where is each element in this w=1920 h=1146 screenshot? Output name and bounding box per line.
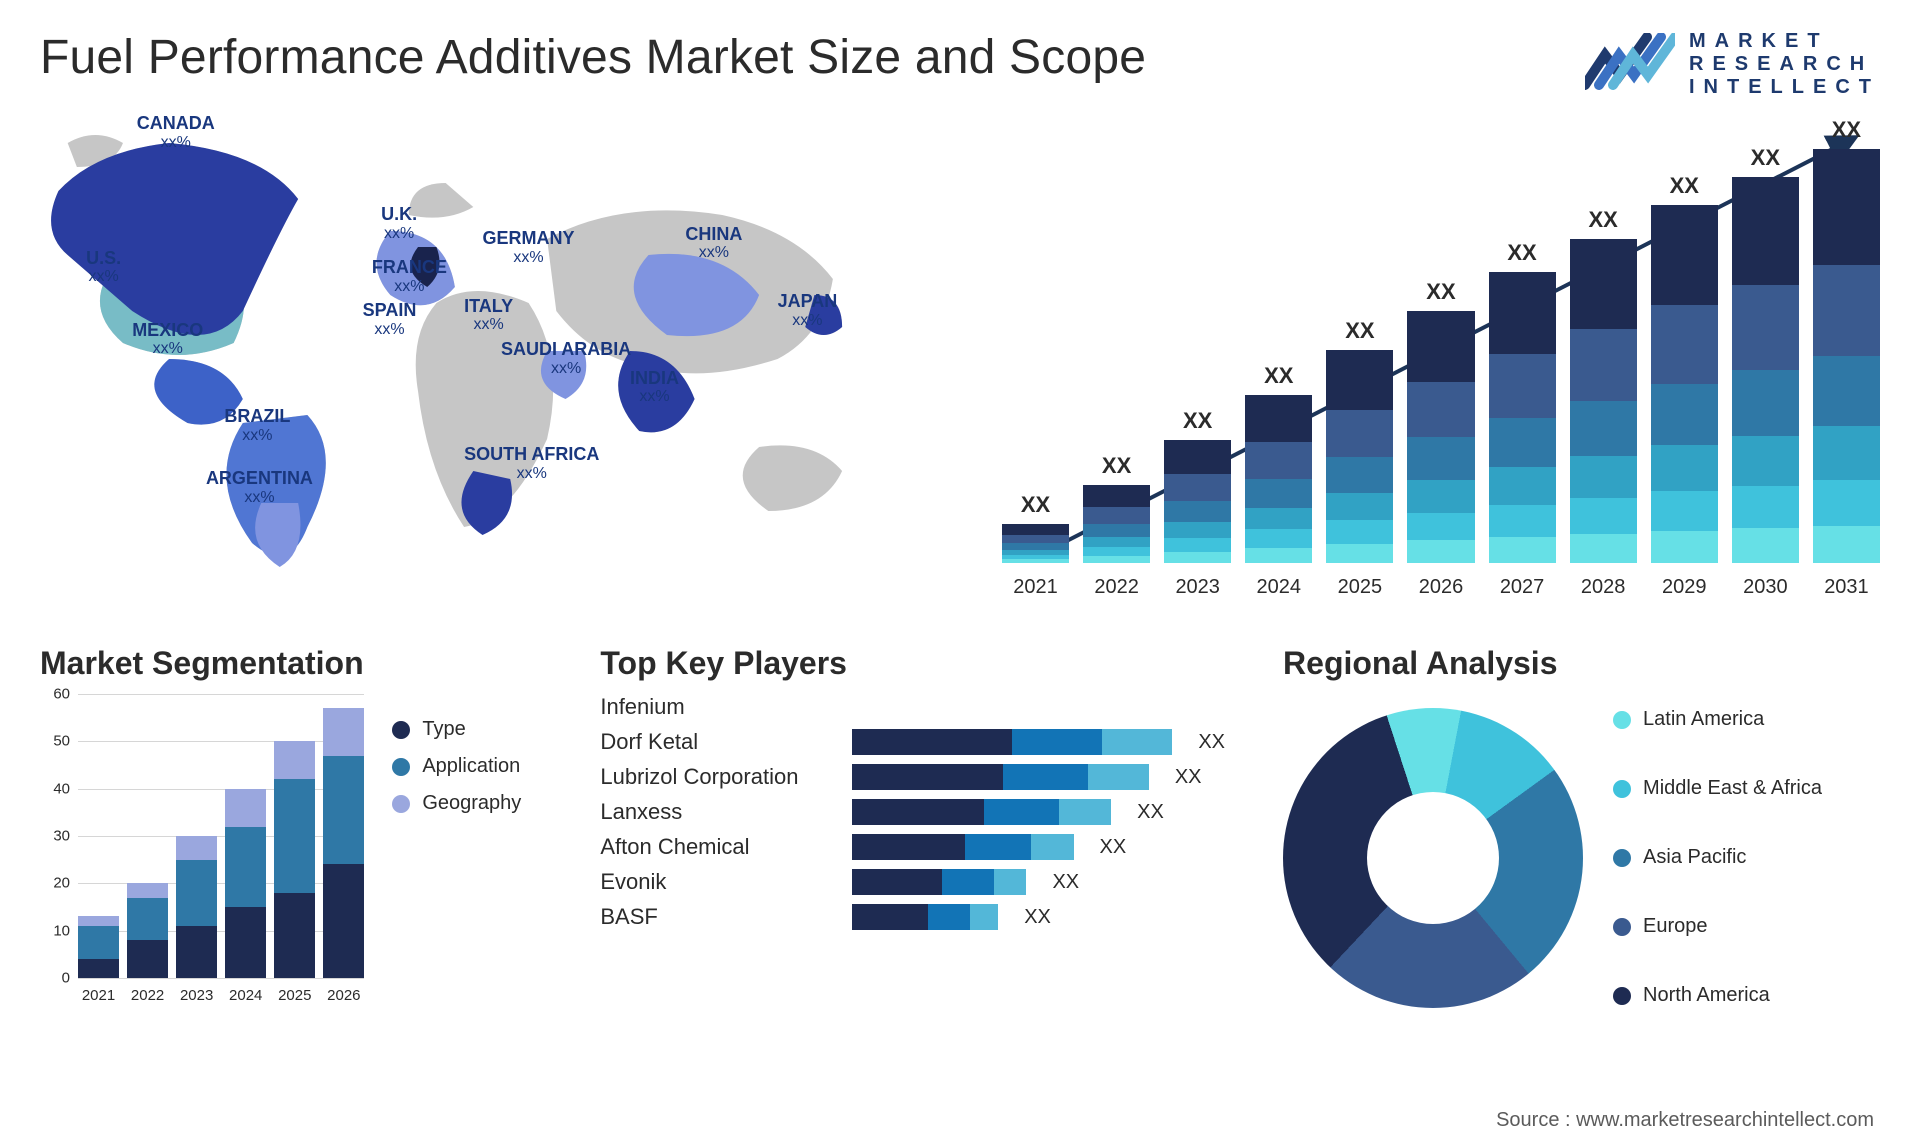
year-axis-label: 2027 [1489,576,1556,599]
year-axis-label: 2023 [1164,576,1231,599]
map-label: CHINAxx% [685,225,742,262]
year-axis-label: 2025 [1326,576,1393,599]
map-label: FRANCExx% [372,258,447,295]
market-size-bar: XX [1083,485,1150,563]
world-map-panel: CANADAxx%U.S.xx%MEXICOxx%BRAZILxx%ARGENT… [40,119,962,599]
year-axis-label: 2022 [1083,576,1150,599]
segmentation-panel: Market Segmentation 01020304050602021202… [40,645,562,1021]
segmentation-bar [127,883,168,978]
map-label: SOUTH AFRICAxx% [464,445,599,482]
market-size-bar: XX [1732,177,1799,563]
bar-value-label: XX [1002,492,1069,518]
legend-item: Type [392,718,562,741]
regional-title: Regional Analysis [1283,645,1880,682]
map-label: GERMANYxx% [483,229,575,266]
logo-line-3: INTELLECT [1689,76,1880,99]
bar-value-label: XX [1651,173,1718,199]
segmentation-chart: 0102030405060202120222023202420252026 [40,694,364,1004]
key-player-row: BASFXX [600,904,1225,930]
map-label: MEXICOxx% [132,321,203,358]
map-label: U.K.xx% [381,205,417,242]
top-row: CANADAxx%U.S.xx%MEXICOxx%BRAZILxx%ARGENT… [40,119,1880,599]
source-attribution: Source : www.marketresearchintellect.com [1496,1109,1874,1132]
key-players-title: Top Key Players [600,645,1245,682]
bottom-row: Market Segmentation 01020304050602021202… [40,645,1880,1021]
key-player-row: Dorf KetalXX [600,729,1225,755]
segmentation-bar [78,916,119,978]
bar-value-label: XX [1245,363,1312,389]
market-size-bar: XX [1407,311,1474,563]
market-size-bar: XX [1813,149,1880,563]
bar-value-label: XX [1570,207,1637,233]
year-axis-label: 2026 [1407,576,1474,599]
logo-line-2: RESEARCH [1689,53,1880,76]
bar-value-label: XX [1407,279,1474,305]
map-label: ITALYxx% [464,297,513,334]
legend-item: Application [392,755,562,778]
map-label: SAUDI ARABIAxx% [501,340,631,377]
bar-value-label: XX [1326,318,1393,344]
map-label: INDIAxx% [630,369,679,406]
market-size-bar: XX [1651,205,1718,563]
map-label: SPAINxx% [363,301,417,338]
legend-item: Middle East & Africa [1613,777,1822,800]
logo-mark-icon [1585,33,1675,97]
market-size-bar: XX [1002,524,1069,563]
map-label: U.S.xx% [86,249,121,286]
key-player-row: LanxessXX [600,799,1225,825]
key-player-row: Afton ChemicalXX [600,834,1225,860]
bar-value-label: XX [1083,453,1150,479]
bar-value-label: XX [1813,117,1880,143]
map-label: ARGENTINAxx% [206,469,313,506]
map-label: JAPANxx% [778,292,838,329]
market-size-bar: XX [1326,350,1393,563]
bar-value-label: XX [1164,408,1231,434]
year-axis-label: 2024 [1245,576,1312,599]
key-players-list: Infenium Dorf KetalXX Lubrizol Corporation… [600,694,1245,930]
year-axis-label: 2031 [1813,576,1880,599]
segmentation-title: Market Segmentation [40,645,562,682]
brand-logo: MARKET RESEARCH INTELLECT [1585,30,1880,99]
header: Fuel Performance Additives Market Size a… [40,30,1880,99]
legend-item: Asia Pacific [1613,846,1822,869]
regional-legend: Latin America Middle East & Africa Asia Pa… [1613,694,1822,1021]
market-size-bar: XX [1245,395,1312,563]
segmentation-bar [274,741,315,978]
market-size-bar: XX [1570,239,1637,563]
market-size-bar: XX [1489,272,1556,563]
legend-item: Latin America [1613,708,1822,731]
bar-value-label: XX [1489,240,1556,266]
map-label: BRAZILxx% [224,407,290,444]
map-label: CANADAxx% [137,114,215,151]
segmentation-bar [225,789,266,978]
bar-value-label: XX [1732,145,1799,171]
segmentation-legend: Type Application Geography [392,694,562,1004]
key-player-row: Infenium [600,694,1225,720]
year-axis-label: 2029 [1651,576,1718,599]
page-title: Fuel Performance Additives Market Size a… [40,30,1146,85]
market-size-bar: XX [1164,440,1231,563]
legend-item: Europe [1613,915,1822,938]
segmentation-bar [176,836,217,978]
market-size-chart: XXXXXXXXXXXXXXXXXXXXXX 20212022202320242… [1002,119,1880,599]
year-axis-label: 2028 [1570,576,1637,599]
year-axis-label: 2030 [1732,576,1799,599]
logo-line-1: MARKET [1689,30,1880,53]
year-axis-label: 2021 [1002,576,1069,599]
legend-item: North America [1613,984,1822,1007]
legend-item: Geography [392,792,562,815]
key-player-row: EvonikXX [600,869,1225,895]
key-players-panel: Top Key Players Infenium Dorf KetalXX Lubr… [600,645,1245,1021]
regional-pie [1283,708,1583,1008]
key-player-row: Lubrizol CorporationXX [600,764,1225,790]
segmentation-bar [323,708,364,978]
regional-panel: Regional Analysis Latin America Middle Ea… [1283,645,1880,1021]
